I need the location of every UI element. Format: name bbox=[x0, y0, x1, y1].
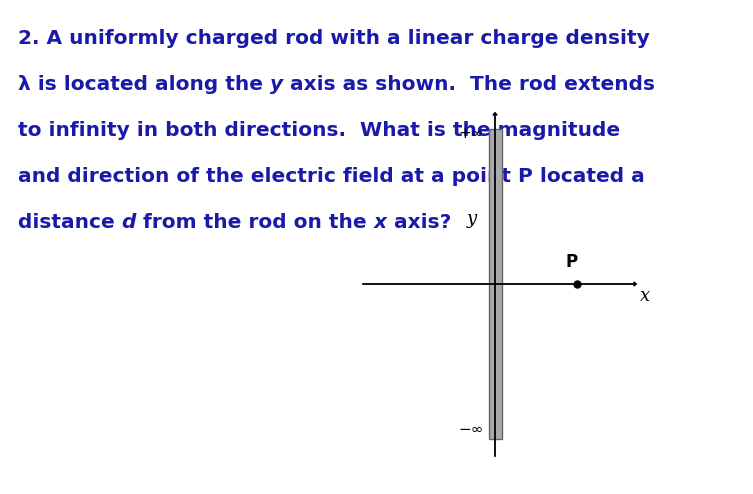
Text: axis?: axis? bbox=[387, 213, 451, 232]
Text: 2. A uniformly charged rod with a linear charge density: 2. A uniformly charged rod with a linear… bbox=[18, 29, 650, 48]
Text: +∞: +∞ bbox=[458, 126, 483, 141]
Text: P: P bbox=[566, 253, 578, 271]
Text: axis as shown.  The rod extends: axis as shown. The rod extends bbox=[283, 75, 655, 94]
Text: to infinity in both directions.  What is the magnitude: to infinity in both directions. What is … bbox=[18, 121, 620, 140]
Text: −∞: −∞ bbox=[458, 421, 483, 437]
Text: and direction of the electric field at a point P located a: and direction of the electric field at a… bbox=[18, 167, 645, 186]
Text: λ is located along the: λ is located along the bbox=[18, 75, 270, 94]
Text: y: y bbox=[270, 75, 283, 94]
Text: from the rod on the: from the rod on the bbox=[136, 213, 373, 232]
Text: x: x bbox=[640, 287, 650, 305]
Text: distance: distance bbox=[18, 213, 122, 232]
Bar bbox=[489, 129, 501, 439]
Text: d: d bbox=[122, 213, 136, 232]
Text: x: x bbox=[373, 213, 387, 232]
Text: y: y bbox=[466, 210, 477, 228]
